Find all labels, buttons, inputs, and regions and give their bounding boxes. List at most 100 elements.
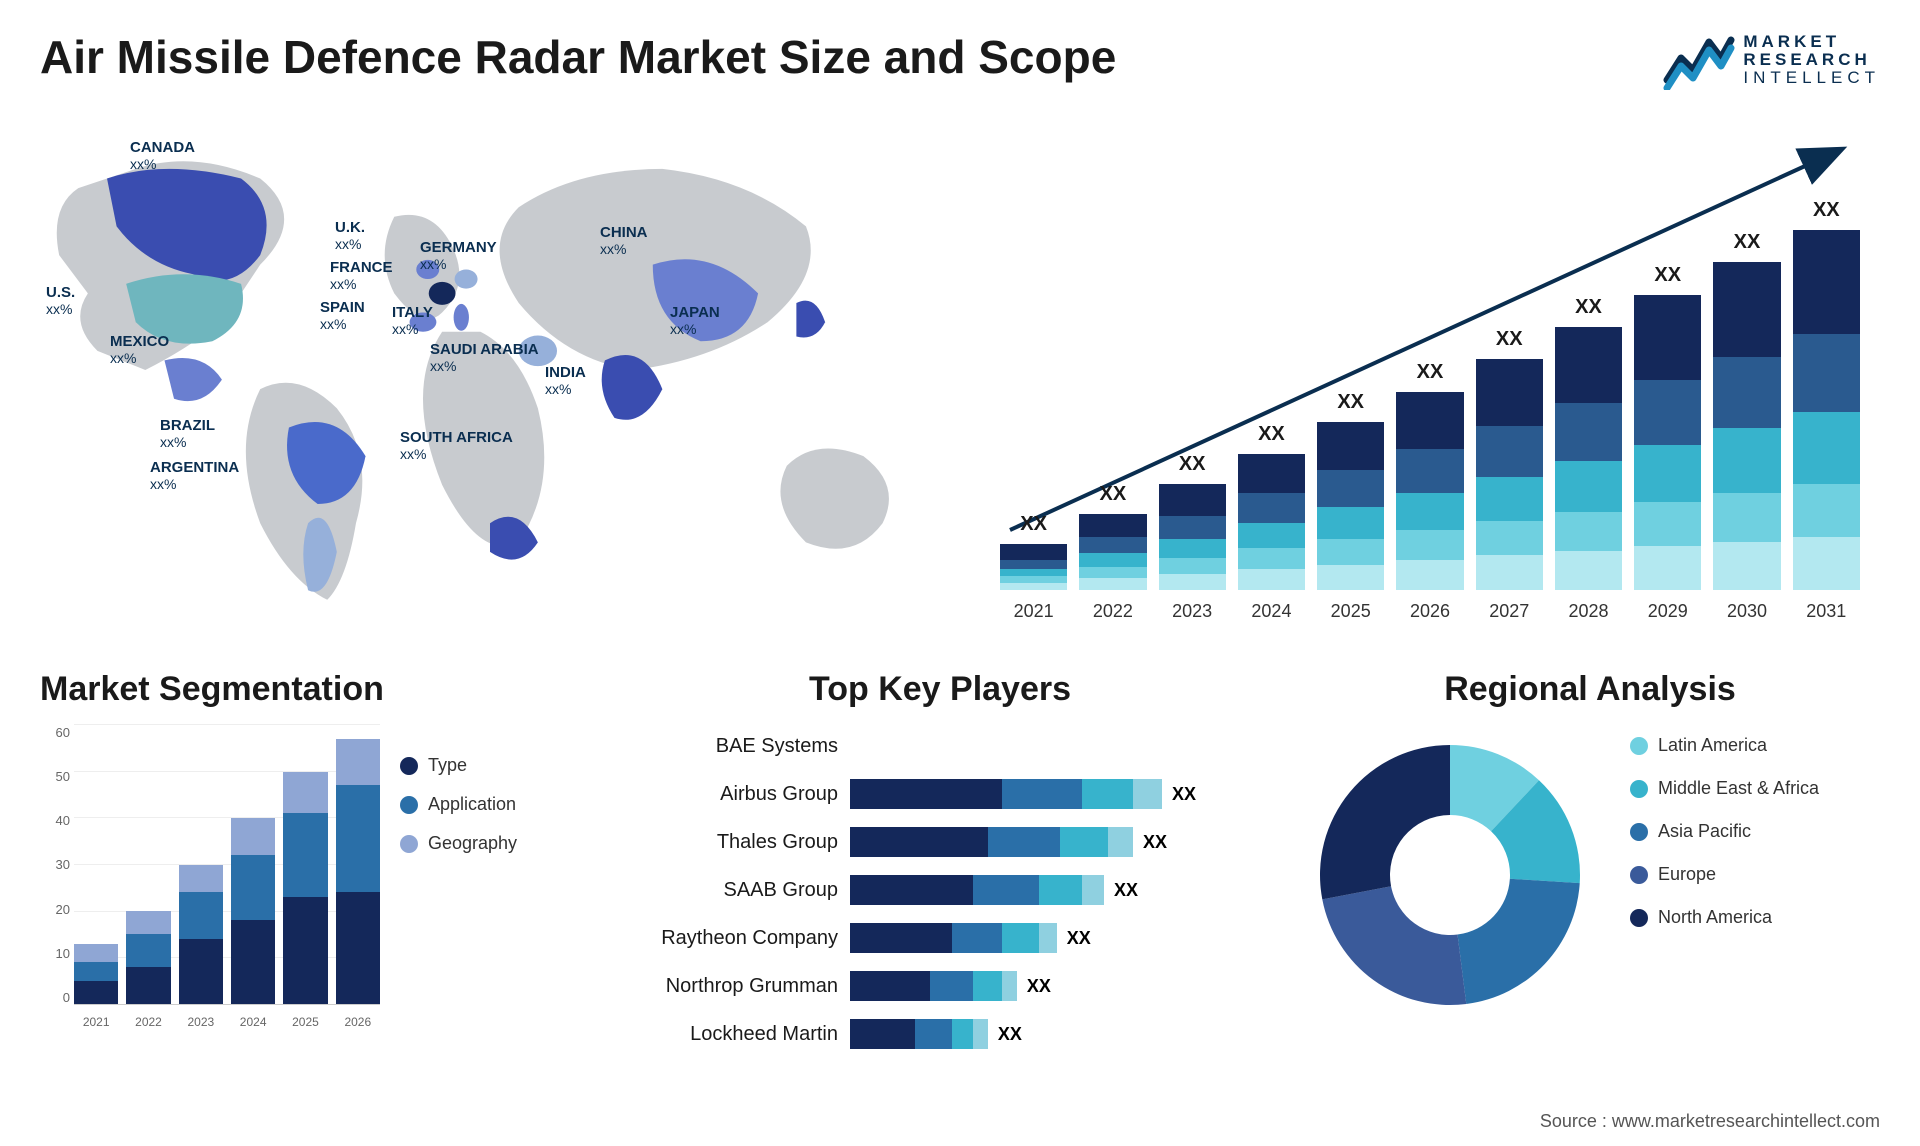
region-legend-item: Europe <box>1630 864 1819 885</box>
players-title: Top Key Players <box>630 670 1250 709</box>
map-label-argentina: ARGENTINAxx% <box>150 460 239 492</box>
player-row: SAAB Group XX <box>630 869 1250 911</box>
region-donut-chart <box>1300 725 1600 1025</box>
growth-year-label: 2029 <box>1634 601 1701 622</box>
region-panel-wrap: Regional Analysis Latin America Middle Ea… <box>1300 670 1880 1055</box>
seg-legend-application: Application <box>400 794 517 815</box>
growth-bar-2021: XX <box>1000 544 1067 590</box>
growth-year-label: 2030 <box>1713 601 1780 622</box>
growth-year-label: 2031 <box>1793 601 1860 622</box>
growth-year-label: 2028 <box>1555 601 1622 622</box>
growth-year-label: 2026 <box>1396 601 1463 622</box>
map-label-saudiarabia: SAUDI ARABIAxx% <box>430 342 539 374</box>
source-attribution: Source : www.marketresearchintellect.com <box>1540 1111 1880 1132</box>
bottom-row: Market Segmentation 0102030405060 202120… <box>40 670 1880 1055</box>
seg-bar-2026 <box>336 739 380 1004</box>
growth-bar-2028: XX <box>1555 327 1622 590</box>
top-row: CANADAxx% U.S.xx% MEXICOxx% BRAZILxx% ARGENT… <box>40 110 1880 630</box>
region-safrica <box>490 517 538 560</box>
growth-year-label: 2025 <box>1317 601 1384 622</box>
map-label-uk: U.K.xx% <box>335 220 365 252</box>
region-slice-asiapacific <box>1458 879 1580 1004</box>
growth-bar-label: XX <box>1496 328 1523 351</box>
segmentation-yaxis: 0102030405060 <box>40 725 70 1005</box>
player-name: BAE Systems <box>630 735 850 758</box>
growth-year-label: 2022 <box>1079 601 1146 622</box>
seg-legend-type: Type <box>400 755 517 776</box>
growth-bar-2022: XX <box>1079 514 1146 590</box>
region-italy <box>454 304 469 331</box>
player-value: XX <box>1027 976 1051 997</box>
region-japan <box>796 301 825 338</box>
player-name: Lockheed Martin <box>630 1023 850 1046</box>
player-row: Airbus GroupXX <box>630 773 1250 815</box>
growth-bar-label: XX <box>1417 361 1444 384</box>
player-row: Northrop Grumman XX <box>630 965 1250 1007</box>
seg-bar-2025 <box>283 772 327 1005</box>
growth-bar-label: XX <box>1020 513 1047 536</box>
map-label-spain: SPAINxx% <box>320 300 365 332</box>
region-legend-item: North America <box>1630 907 1819 928</box>
brand-logo-text: MARKET RESEARCH INTELLECT <box>1743 33 1880 87</box>
player-row: Thales GroupXX <box>630 821 1250 863</box>
player-value: XX <box>1114 880 1138 901</box>
growth-year-label: 2021 <box>1000 601 1067 622</box>
logo-line1: MARKET <box>1743 33 1880 51</box>
growth-bar-label: XX <box>1654 264 1681 287</box>
growth-bar-2030: XX <box>1713 262 1780 590</box>
map-label-brazil: BRAZILxx% <box>160 418 215 450</box>
players-panel: Top Key Players BAE Systems Airbus GroupX… <box>630 670 1250 1055</box>
region-legend-item: Latin America <box>1630 735 1819 756</box>
growth-bar-2024: XX <box>1238 454 1305 590</box>
region-mexico <box>164 358 221 401</box>
page-title: Air Missile Defence Radar Market Size an… <box>40 30 1116 84</box>
seg-bar-2024 <box>231 818 275 1004</box>
growth-bar-2027: XX <box>1476 359 1543 590</box>
region-legend: Latin America Middle East & Africa Asia Pa… <box>1630 725 1819 928</box>
region-legend-item: Middle East & Africa <box>1630 778 1819 799</box>
growth-bar-2025: XX <box>1317 422 1384 590</box>
player-name: Northrop Grumman <box>630 975 850 998</box>
player-name: SAAB Group <box>630 879 850 902</box>
world-map-panel: CANADAxx% U.S.xx% MEXICOxx% BRAZILxx% ARGENT… <box>40 110 940 630</box>
map-label-us: U.S.xx% <box>46 285 75 317</box>
map-label-china: CHINAxx% <box>600 225 648 257</box>
growth-bars: XXXXXXXXXXXXXXXXXXXXXX <box>1000 170 1860 590</box>
region-slice-europe <box>1322 886 1466 1005</box>
segmentation-chart: 0102030405060 202120222023202420252026 <box>40 725 380 1035</box>
header: Air Missile Defence Radar Market Size an… <box>40 30 1880 90</box>
growth-year-label: 2023 <box>1159 601 1226 622</box>
player-name: Raytheon Company <box>630 927 850 950</box>
segmentation-panel: Market Segmentation 0102030405060 202120… <box>40 670 580 1055</box>
growth-bar-label: XX <box>1258 423 1285 446</box>
map-label-southafrica: SOUTH AFRICAxx% <box>400 430 513 462</box>
map-label-germany: GERMANYxx% <box>420 240 497 272</box>
map-label-canada: CANADAxx% <box>130 140 195 172</box>
region-slice-northamerica <box>1320 745 1450 899</box>
player-value: XX <box>998 1024 1022 1045</box>
brand-logo-mark <box>1663 30 1735 90</box>
player-row: Raytheon CompanyXX <box>630 917 1250 959</box>
logo-line2: RESEARCH <box>1743 51 1880 69</box>
player-row: Lockheed Martin XX <box>630 1013 1250 1055</box>
segmentation-legend: Type Application Geography <box>400 725 517 1035</box>
player-value: XX <box>1172 784 1196 805</box>
region-france <box>429 282 456 305</box>
growth-bar-label: XX <box>1337 391 1364 414</box>
region-title: Regional Analysis <box>1300 670 1880 709</box>
seg-legend-geography: Geography <box>400 833 517 854</box>
growth-bar-2026: XX <box>1396 392 1463 590</box>
region-germany <box>455 269 478 288</box>
growth-bar-label: XX <box>1179 453 1206 476</box>
map-label-mexico: MEXICOxx% <box>110 334 169 366</box>
seg-bar-2022 <box>126 911 170 1004</box>
seg-bar-2021 <box>74 944 118 1004</box>
region-legend-item: Asia Pacific <box>1630 821 1819 842</box>
growth-year-label: 2027 <box>1476 601 1543 622</box>
player-value: XX <box>1143 832 1167 853</box>
logo-line3: INTELLECT <box>1743 69 1880 87</box>
map-label-france: FRANCExx% <box>330 260 393 292</box>
growth-bar-2023: XX <box>1159 484 1226 590</box>
growth-xaxis: 2021202220232024202520262027202820292030… <box>1000 601 1860 622</box>
seg-bar-2023 <box>179 865 223 1005</box>
